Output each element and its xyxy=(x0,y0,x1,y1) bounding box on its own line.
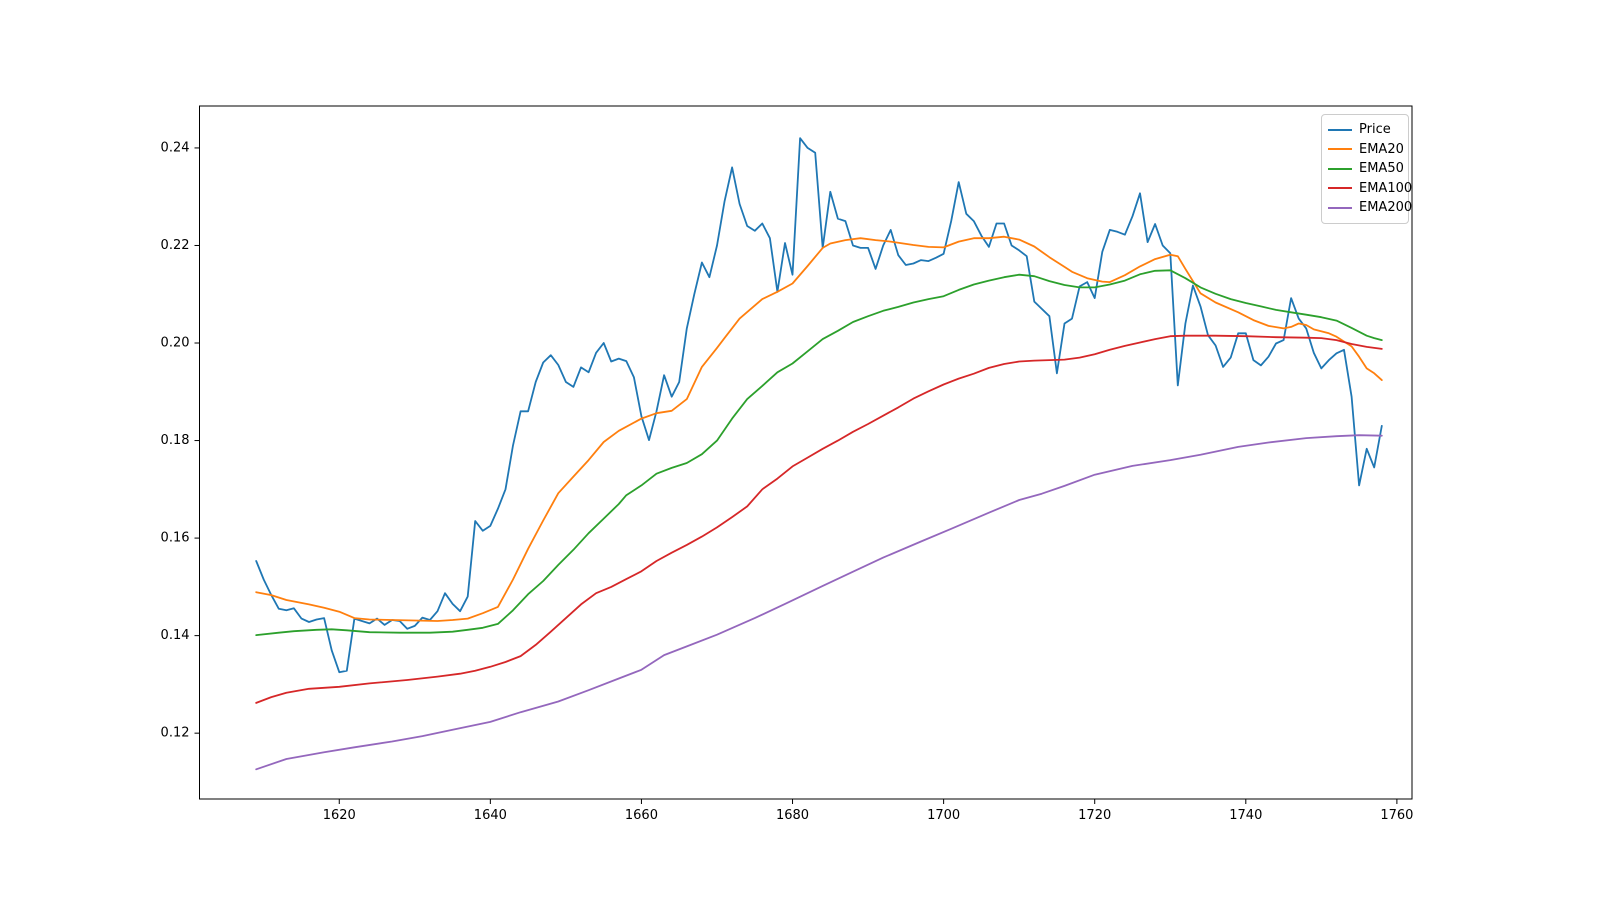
y-tick-label: 0.16 xyxy=(161,531,190,546)
legend-label-ema200: EMA200 xyxy=(1359,200,1413,216)
legend-label-price: Price xyxy=(1359,122,1391,138)
series-line-ema100 xyxy=(255,334,1383,704)
legend-item-ema200: EMA200 xyxy=(1328,198,1412,218)
y-tick-label: 0.18 xyxy=(161,433,190,448)
legend-item-price: Price xyxy=(1328,120,1402,140)
series-line-ema20 xyxy=(255,235,1383,622)
x-tick-label: 1740 xyxy=(1229,808,1262,823)
y-tick-label: 0.22 xyxy=(161,238,190,253)
legend: Price EMA20 EMA50 EMA100 EMA200 xyxy=(1321,114,1412,224)
x-tick-label: 1700 xyxy=(927,808,960,823)
y-tick-label: 0.20 xyxy=(161,336,190,351)
x-tick-label: 1720 xyxy=(1078,808,1111,823)
legend-line-swatch-ema20 xyxy=(1328,148,1352,151)
x-tick-label: 1680 xyxy=(776,808,809,823)
y-tick-label: 0.12 xyxy=(161,726,190,741)
legend-item-ema50: EMA50 xyxy=(1328,159,1404,179)
legend-line-swatch-ema200 xyxy=(1328,206,1352,209)
legend-line-swatch-ema50 xyxy=(1328,167,1352,170)
legend-label-ema50: EMA50 xyxy=(1359,161,1404,177)
y-tick-label: 0.24 xyxy=(161,140,190,155)
axes-spines xyxy=(199,105,1413,800)
legend-label-ema100: EMA100 xyxy=(1359,180,1413,196)
x-tick-label: 1660 xyxy=(625,808,658,823)
legend-item-ema100: EMA100 xyxy=(1328,179,1412,199)
legend-item-ema20: EMA20 xyxy=(1328,140,1404,160)
legend-label-ema20: EMA20 xyxy=(1359,141,1404,157)
series-line-ema50 xyxy=(255,269,1383,636)
legend-line-swatch-ema100 xyxy=(1328,187,1352,190)
legend-line-swatch-price xyxy=(1328,128,1352,131)
x-tick-label: 1620 xyxy=(323,808,356,823)
series-line-price xyxy=(255,137,1383,674)
x-tick-label: 1760 xyxy=(1380,808,1413,823)
y-tick-label: 0.14 xyxy=(161,628,190,643)
x-tick-label: 1640 xyxy=(474,808,507,823)
series-line-ema200 xyxy=(255,434,1383,771)
